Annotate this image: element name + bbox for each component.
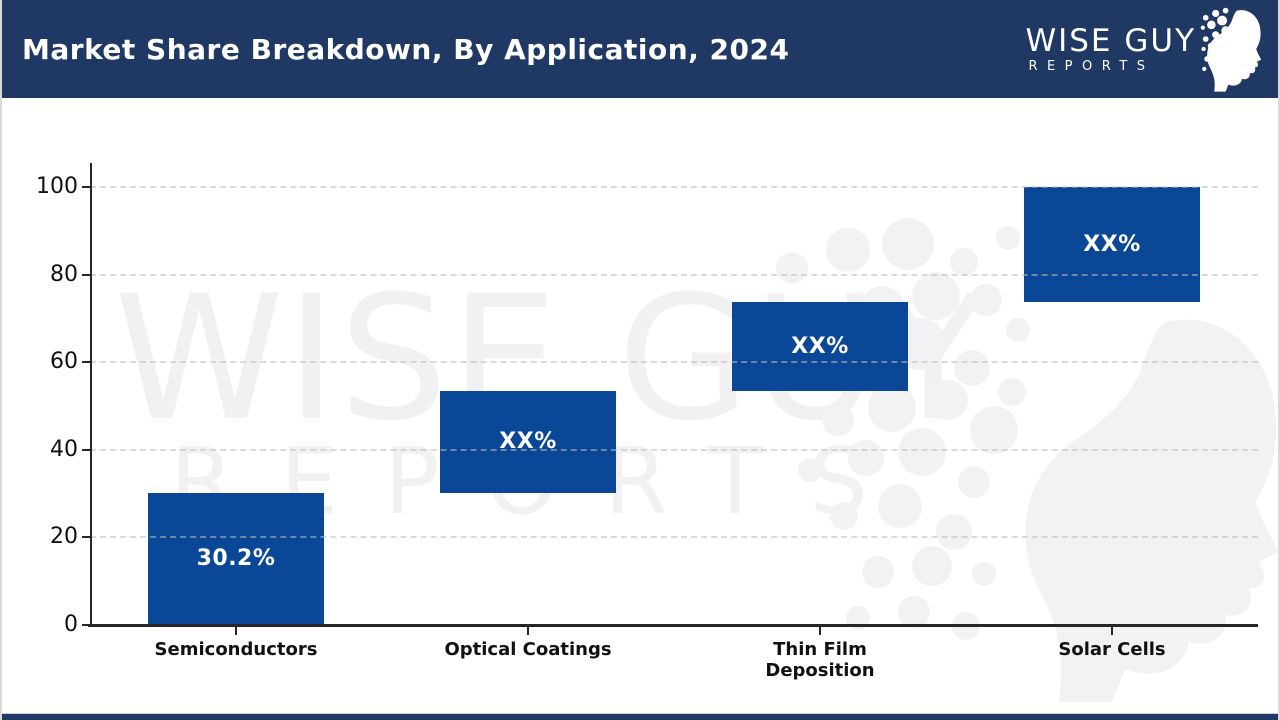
bottom-divider [2, 713, 1278, 714]
logo-text: WISE GUY REPORTS [1025, 22, 1196, 74]
x-label-solar-cells: Solar Cells [1058, 639, 1166, 660]
watermark-dot [878, 484, 922, 528]
x-label-thin-film-deposition: Thin Film Deposition [765, 639, 875, 681]
x-tick-optical-coatings [527, 627, 529, 635]
y-tick-100 [82, 186, 90, 188]
watermark-dot [868, 384, 916, 432]
watermark-dot [936, 514, 972, 550]
bar-thin-film-deposition[interactable]: XX% [732, 302, 908, 391]
watermark-dot [826, 228, 870, 272]
page-title: Market Share Breakdown, By Application, … [22, 32, 790, 66]
watermark-dot [970, 284, 1002, 316]
bar-optical-coatings[interactable]: XX% [440, 390, 616, 493]
x-tick-solar-cells [1111, 627, 1113, 635]
bar-value-label: XX% [791, 333, 849, 359]
y-tick-label-20: 20 [50, 524, 78, 550]
watermark-dot [954, 350, 990, 386]
watermark-dot [822, 404, 854, 436]
y-axis-line [90, 163, 92, 627]
x-tick-semiconductors [235, 627, 237, 635]
header-bar: Market Share Breakdown, By Application, … [2, 0, 1278, 98]
y-tick-40 [82, 448, 90, 451]
watermark-dot [958, 466, 990, 498]
gridline-100 [90, 186, 1258, 188]
watermark-dot [928, 380, 968, 420]
watermark-dot [970, 406, 1018, 454]
gridline-20 [90, 536, 1258, 539]
x-tick-thin-film-deposition [819, 627, 821, 635]
logo-head-icon [1200, 7, 1262, 92]
x-label-optical-coatings: Optical Coatings [444, 639, 612, 660]
watermark-dot [882, 218, 934, 270]
x-axis-line [88, 624, 1258, 627]
bar-value-label: XX% [1083, 232, 1141, 258]
gridline-60 [90, 361, 1258, 364]
watermark-dot [848, 440, 884, 476]
watermark-head-icon [1025, 319, 1278, 702]
logo-wordmark: WISE GUY [1025, 22, 1196, 59]
watermark-dot [912, 546, 952, 586]
watermark-dot [898, 428, 946, 476]
watermark-dot [912, 272, 960, 320]
watermark-dot [1006, 318, 1030, 342]
watermark-dot [830, 502, 858, 530]
y-tick-20 [82, 536, 90, 539]
watermark-dot [776, 252, 808, 284]
y-tick-label-100: 100 [36, 174, 78, 199]
watermark-dot [998, 378, 1026, 406]
watermark-dot [898, 596, 930, 628]
watermark-dot [798, 458, 822, 482]
watermark-dot [996, 226, 1020, 250]
y-tick-label-80: 80 [50, 261, 78, 287]
y-tick-80 [82, 273, 90, 276]
watermark-dot [972, 562, 996, 586]
watermark-dot [862, 556, 894, 588]
watermark-dot [950, 248, 978, 276]
y-tick-60 [82, 361, 90, 364]
y-tick-label-40: 40 [50, 436, 78, 462]
bottom-accent-bar [2, 714, 1278, 720]
wise-guy-logo: WISE GUY REPORTS [1025, 6, 1278, 92]
y-tick-0 [82, 624, 90, 626]
gridline-80 [90, 273, 1258, 276]
logo-subtitle: REPORTS [1028, 58, 1155, 74]
bar-semiconductors[interactable]: 30.2% [148, 492, 324, 625]
bar-solar-cells[interactable]: XX% [1024, 187, 1200, 303]
bar-value-label: 30.2% [196, 546, 276, 572]
y-tick-label-60: 60 [50, 349, 78, 375]
x-label-semiconductors: Semiconductors [154, 639, 318, 660]
y-tick-label-0: 0 [64, 612, 78, 637]
gridline-40 [90, 448, 1258, 451]
